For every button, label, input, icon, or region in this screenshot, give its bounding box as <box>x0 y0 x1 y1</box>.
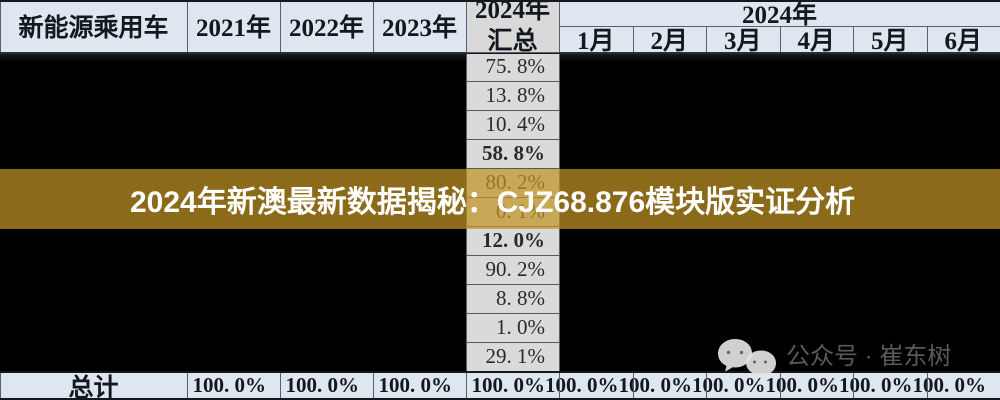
svg-text:公众号 · 崔东树: 公众号 · 崔东树 <box>786 343 951 370</box>
